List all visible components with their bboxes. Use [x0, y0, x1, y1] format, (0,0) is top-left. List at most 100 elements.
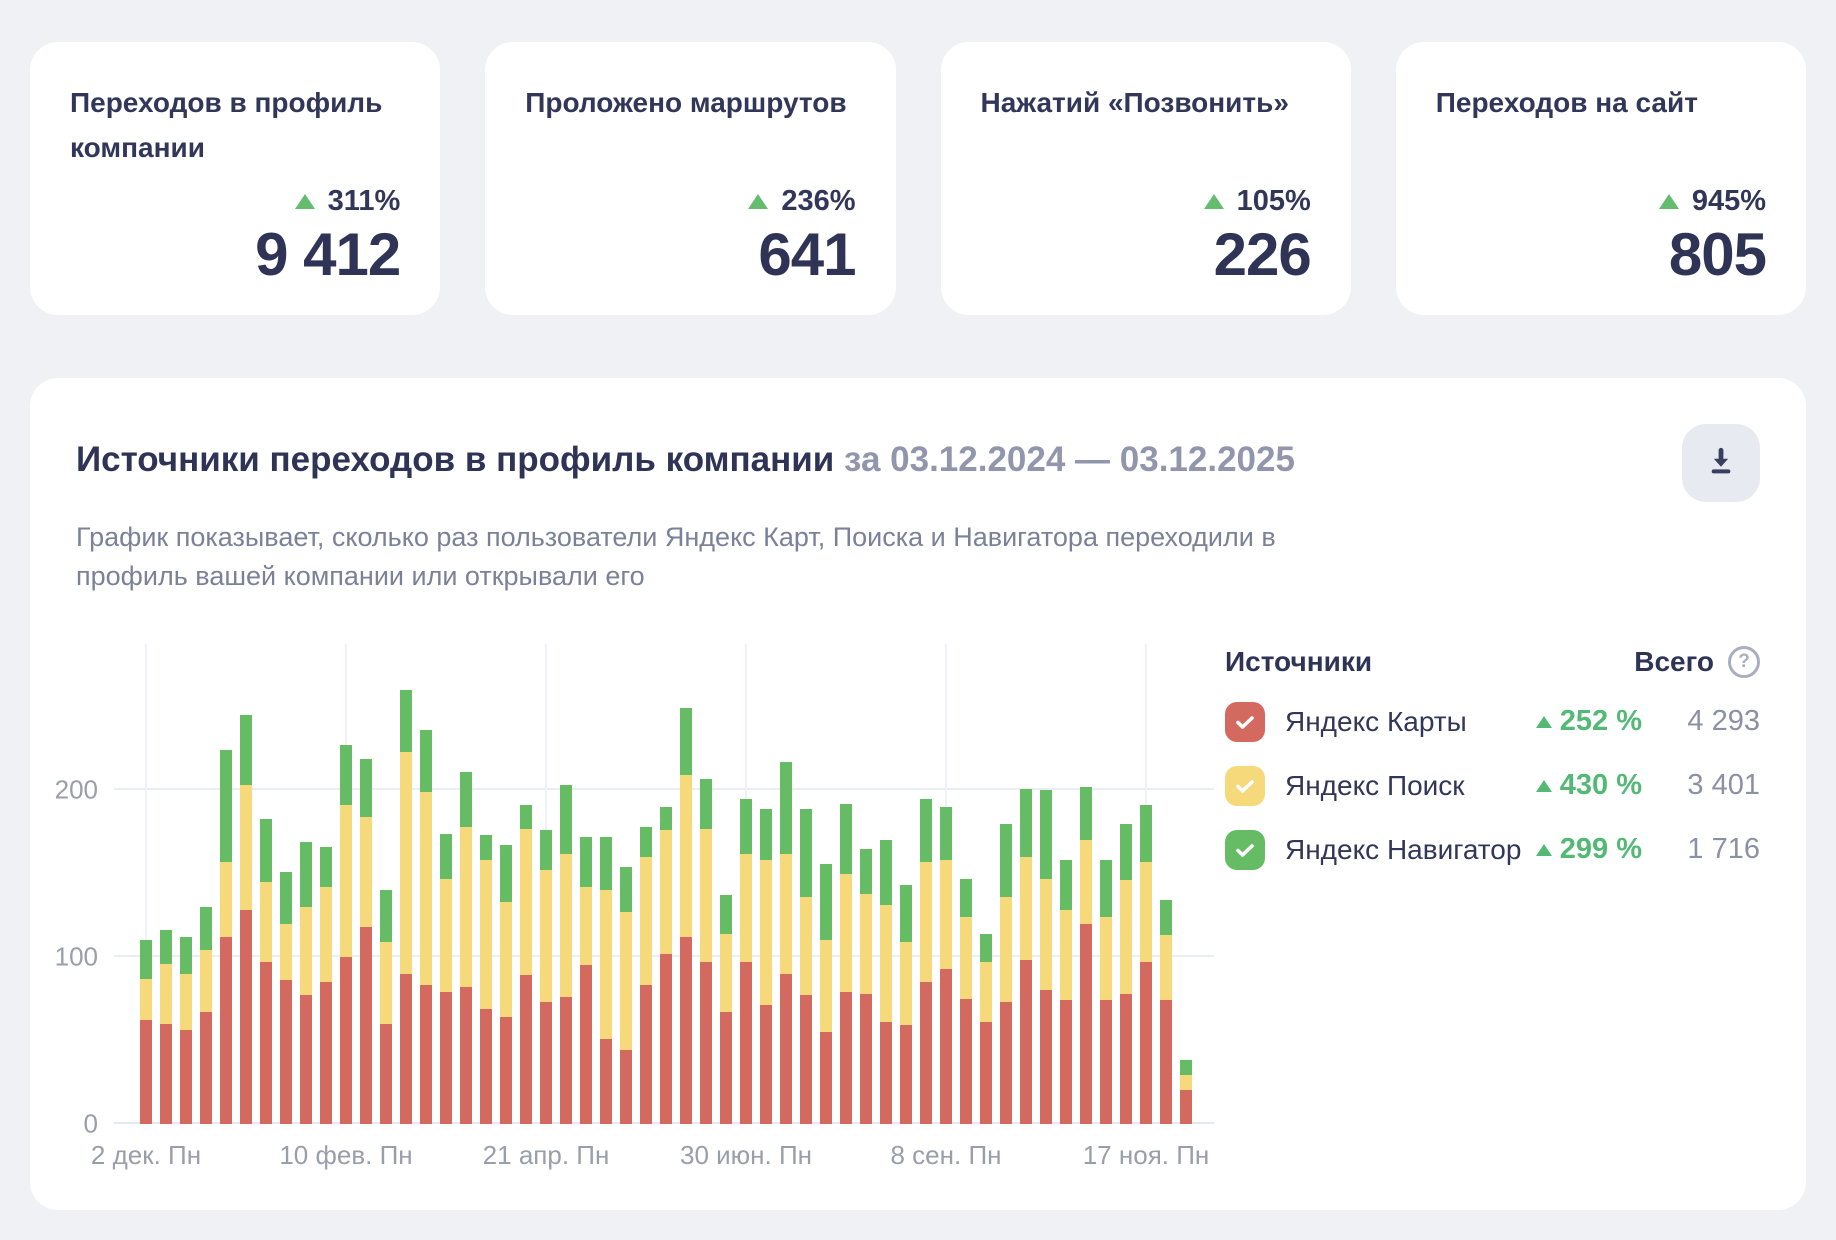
- bar-week-38[interactable]: [880, 840, 892, 1124]
- summary-card-value: 226: [1213, 221, 1312, 288]
- bar-week-42[interactable]: [960, 878, 972, 1124]
- bar-week-44[interactable]: [1000, 823, 1012, 1124]
- x-axis-label-4: 8 сен. Пн: [890, 1139, 1002, 1170]
- bar-week-13[interactable]: [380, 890, 392, 1124]
- bar-segment-Яндекс Поиск: [540, 870, 552, 1002]
- bar-week-4[interactable]: [200, 906, 212, 1124]
- bar-segment-Яндекс Поиск: [920, 861, 932, 982]
- bar-segment-Яндекс Карты: [740, 961, 752, 1124]
- y-axis-label-100: 100: [54, 941, 98, 972]
- bar-segment-Яндекс Карты: [780, 973, 792, 1124]
- bar-week-36[interactable]: [840, 803, 852, 1124]
- bar-week-20[interactable]: [520, 805, 532, 1124]
- bar-segment-Яндекс Поиск: [800, 896, 812, 996]
- bar-week-49[interactable]: [1100, 860, 1112, 1124]
- bar-week-31[interactable]: [740, 798, 752, 1124]
- bar-week-22[interactable]: [560, 785, 572, 1124]
- bar-segment-Яндекс Навигатор: [800, 808, 812, 897]
- bar-week-30[interactable]: [720, 895, 732, 1124]
- summary-card-delta: 945%: [1658, 185, 1766, 218]
- bar-segment-Яндекс Карты: [520, 975, 532, 1124]
- bar-week-51[interactable]: [1140, 805, 1152, 1124]
- bar-week-53[interactable]: [1180, 1060, 1192, 1124]
- bar-week-52[interactable]: [1160, 900, 1172, 1124]
- bar-segment-Яндекс Карты: [400, 973, 412, 1124]
- bar-week-9[interactable]: [300, 841, 312, 1124]
- bar-segment-Яндекс Навигатор: [1140, 805, 1152, 862]
- bar-week-17[interactable]: [460, 771, 472, 1124]
- bar-segment-Яндекс Карты: [580, 965, 592, 1124]
- bar-week-33[interactable]: [780, 761, 792, 1124]
- checkbox-maps[interactable]: [1225, 701, 1265, 742]
- bar-week-8[interactable]: [280, 871, 292, 1124]
- legend-total-heading: Всего: [1634, 645, 1714, 677]
- bar-week-43[interactable]: [980, 933, 992, 1124]
- bar-segment-Яндекс Поиск: [980, 961, 992, 1023]
- bar-segment-Яндекс Карты: [480, 1008, 492, 1124]
- bar-week-40[interactable]: [920, 798, 932, 1124]
- bar-week-5[interactable]: [220, 750, 232, 1124]
- bar-segment-Яндекс Поиск: [960, 916, 972, 999]
- bar-week-24[interactable]: [600, 836, 612, 1124]
- bar-week-15[interactable]: [420, 730, 432, 1124]
- bar-week-18[interactable]: [480, 835, 492, 1124]
- bar-week-29[interactable]: [700, 778, 712, 1124]
- legend-total-value: 4 293: [1687, 705, 1760, 738]
- help-icon[interactable]: ?: [1728, 645, 1760, 678]
- bar-segment-Яндекс Поиск: [520, 828, 532, 976]
- bar-week-23[interactable]: [580, 836, 592, 1124]
- bar-week-35[interactable]: [820, 863, 832, 1124]
- bar-segment-Яндекс Карты: [820, 1032, 832, 1124]
- bar-segment-Яндекс Карты: [1000, 1002, 1012, 1124]
- checkbox-search[interactable]: [1225, 765, 1265, 806]
- bar-week-39[interactable]: [900, 885, 912, 1124]
- bar-week-1[interactable]: [140, 940, 152, 1124]
- summary-card-value: 9 412: [255, 221, 401, 288]
- bar-segment-Яндекс Поиск: [700, 828, 712, 962]
- bar-week-34[interactable]: [800, 808, 812, 1124]
- bar-segment-Яндекс Навигатор: [440, 833, 452, 879]
- bar-segment-Яндекс Карты: [800, 995, 812, 1124]
- bar-week-12[interactable]: [360, 758, 372, 1124]
- bar-week-10[interactable]: [320, 846, 332, 1124]
- bar-segment-Яндекс Навигатор: [480, 835, 492, 861]
- bar-segment-Яндекс Навигатор: [740, 798, 752, 854]
- bar-week-45[interactable]: [1020, 788, 1032, 1124]
- bar-week-2[interactable]: [160, 930, 172, 1124]
- summary-card-delta: 236%: [748, 185, 856, 218]
- bar-week-19[interactable]: [500, 845, 512, 1124]
- bar-week-28[interactable]: [680, 708, 692, 1124]
- bar-week-11[interactable]: [340, 745, 352, 1124]
- bar-week-16[interactable]: [440, 833, 452, 1124]
- bar-segment-Яндекс Карты: [620, 1050, 632, 1124]
- summary-card-routes: Проложено маршрутов 236% 641: [485, 42, 896, 315]
- bar-week-14[interactable]: [400, 690, 412, 1124]
- checkbox-navigator[interactable]: [1225, 829, 1265, 870]
- bar-week-3[interactable]: [180, 936, 192, 1124]
- download-button[interactable]: [1682, 424, 1760, 502]
- bar-week-50[interactable]: [1120, 823, 1132, 1124]
- bar-segment-Яндекс Карты: [1060, 1000, 1072, 1124]
- bar-segment-Яндекс Навигатор: [920, 798, 932, 862]
- summary-card-calls: Нажатий «Позвонить» 105% 226: [940, 42, 1351, 315]
- summary-card-delta: 311%: [255, 185, 400, 218]
- summary-card-value: 641: [758, 221, 856, 288]
- bar-week-46[interactable]: [1040, 790, 1052, 1124]
- bar-segment-Яндекс Карты: [840, 992, 852, 1124]
- bar-week-7[interactable]: [260, 818, 272, 1124]
- bar-week-25[interactable]: [620, 866, 632, 1124]
- bar-week-32[interactable]: [760, 808, 772, 1124]
- bar-week-6[interactable]: [240, 715, 252, 1124]
- summary-card-delta-value: 311%: [327, 185, 401, 217]
- up-arrow-icon: [1203, 194, 1224, 209]
- bar-week-26[interactable]: [640, 826, 652, 1124]
- bar-week-48[interactable]: [1080, 786, 1092, 1124]
- bar-week-27[interactable]: [660, 806, 672, 1124]
- bar-week-41[interactable]: [940, 806, 952, 1124]
- bar-segment-Яндекс Навигатор: [780, 761, 792, 854]
- bar-week-21[interactable]: [540, 830, 552, 1124]
- bar-week-47[interactable]: [1060, 860, 1072, 1124]
- bar-segment-Яндекс Поиск: [260, 881, 272, 962]
- bar-week-37[interactable]: [860, 848, 872, 1124]
- bar-segment-Яндекс Навигатор: [220, 750, 232, 862]
